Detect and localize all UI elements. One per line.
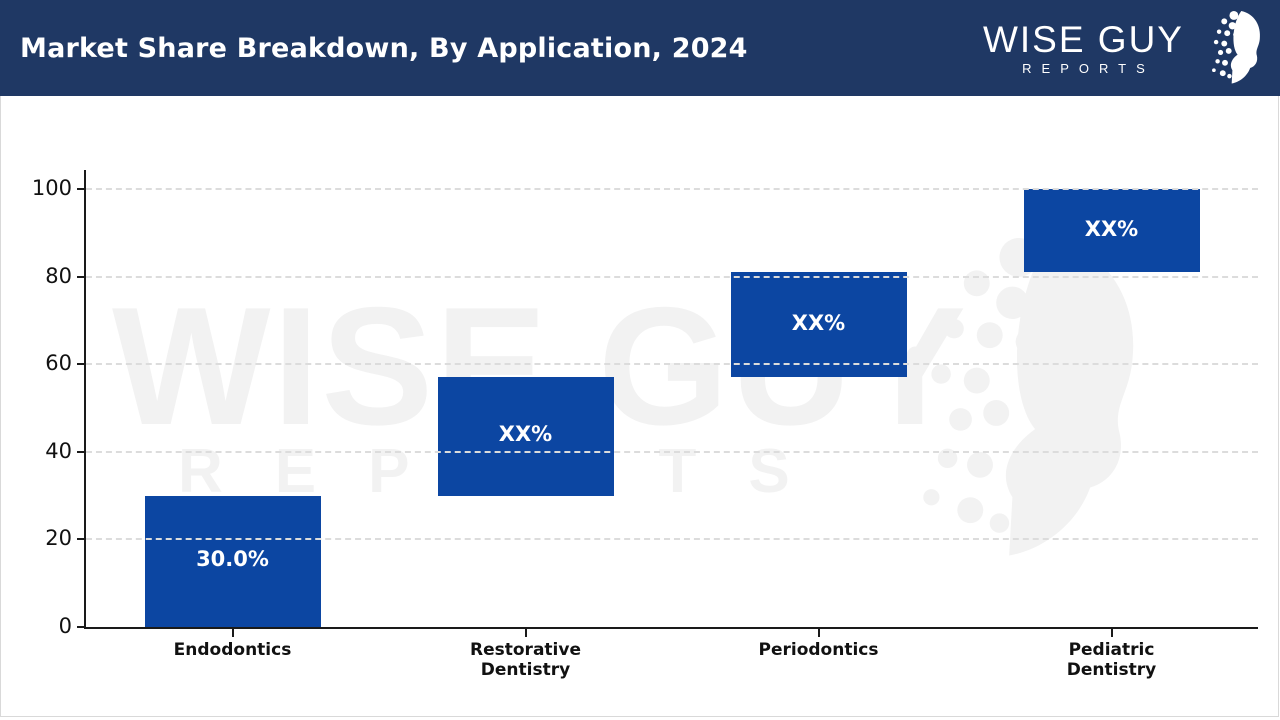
ytick-mark-40 [77,450,86,453]
xtick-label-3: Periodontics [758,640,879,660]
bar-value-label: XX% [498,422,553,447]
xtick-mark-1 [231,629,234,637]
y-axis-line [84,170,86,629]
gridline-y100 [86,188,1258,190]
logo-text: WISE GUY REPORTS [983,21,1184,75]
ytick-label-20: 20 [45,526,72,551]
bar-value-label: 30.0% [196,547,269,572]
page-title: Market Share Breakdown, By Application, … [20,32,748,64]
xtick-label-1: Endodontics [173,640,292,660]
ytick-mark-20 [77,538,86,541]
bar-restorative-dentistry [437,377,614,496]
logo-wordmark: WISE GUY [982,19,1184,60]
watermark-face-icon [790,225,1170,579]
xtick-mark-2 [524,629,527,637]
ytick-label-60: 60 [45,351,72,376]
bar-periodontics [730,272,907,378]
x-axis-line [84,627,1258,629]
bar-value-label: XX% [791,310,846,335]
gridline-y40 [86,450,1258,453]
xtick-mark-3 [817,629,820,637]
ytick-mark-100 [77,188,86,190]
bar-value-label: XX% [1084,216,1139,241]
bar-pediatric-dentistry [1023,189,1200,273]
wise-guy-reports-logo: WISE GUY REPORTS [983,8,1262,88]
ytick-mark-80 [77,275,86,278]
gridline-y60 [86,363,1258,366]
ytick-mark-0 [77,626,86,628]
logo-subtitle: REPORTS [1022,61,1155,76]
face-profile-icon [1212,11,1260,84]
xtick-label-4: Pediatric Dentistry [1066,640,1157,681]
xtick-label-2: Restorative Dentistry [470,640,581,681]
xtick-mark-4 [1110,629,1113,637]
ytick-label-0: 0 [58,614,72,638]
gridline-y20 [86,538,1258,541]
ytick-label-100: 100 [31,176,72,200]
bar-endodontics [144,495,321,627]
ytick-label-80: 80 [45,263,72,288]
ytick-label-40: 40 [45,438,72,463]
ytick-mark-60 [77,363,86,366]
gridline-y80 [86,275,1258,278]
header-band: Market Share Breakdown, By Application, … [0,0,1280,96]
